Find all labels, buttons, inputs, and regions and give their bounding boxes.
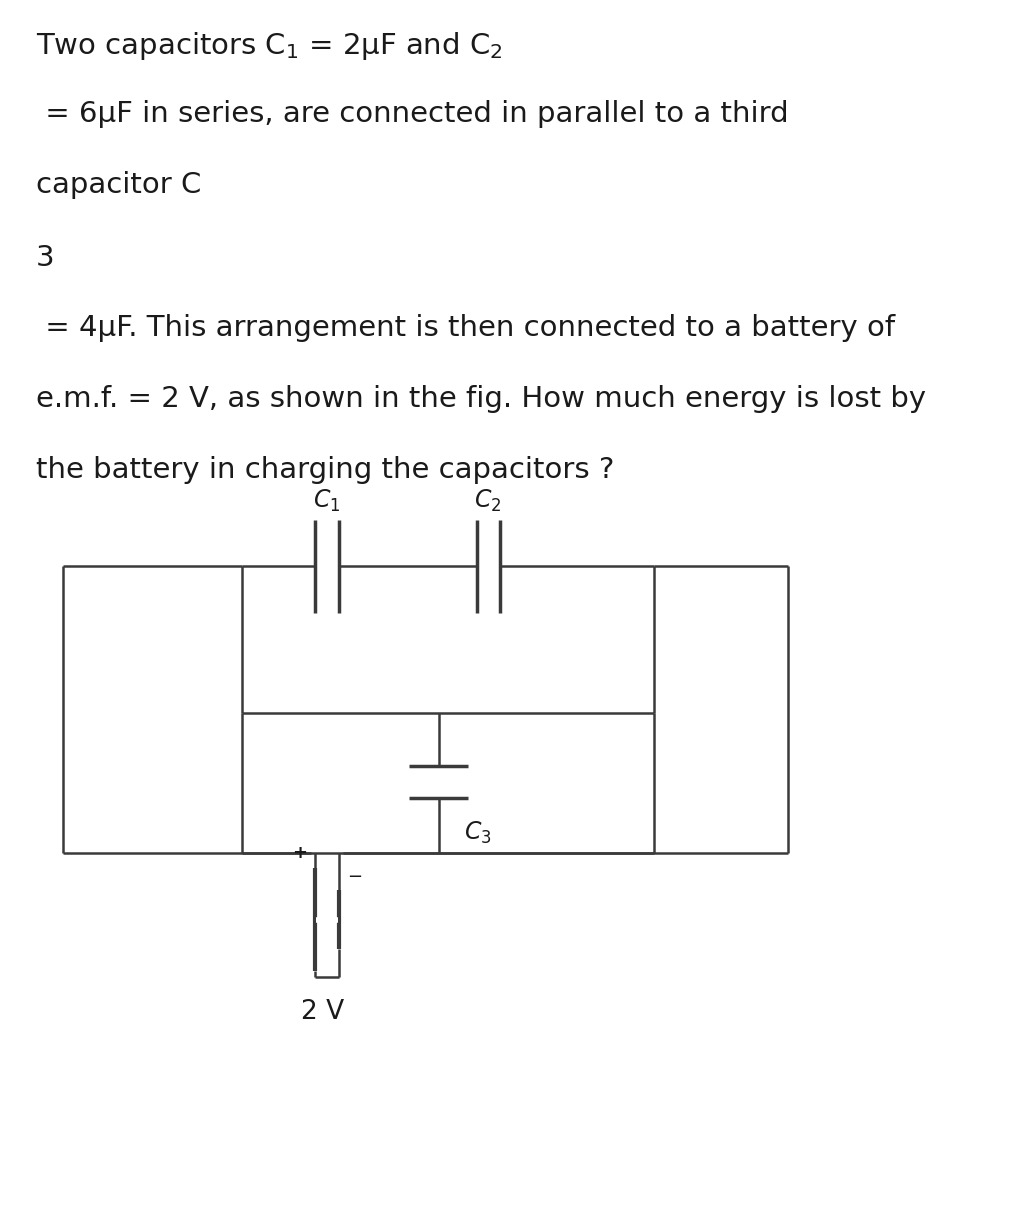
Text: Two capacitors C$_1$ = 2μF and C$_2$: Two capacitors C$_1$ = 2μF and C$_2$ (36, 30, 503, 62)
Text: $C_2$: $C_2$ (474, 487, 502, 514)
Text: +: + (292, 844, 306, 862)
Text: = 4μF. This arrangement is then connected to a battery of: = 4μF. This arrangement is then connecte… (36, 314, 895, 342)
Text: the battery in charging the capacitors ?: the battery in charging the capacitors ? (36, 456, 614, 484)
Text: 3: 3 (36, 244, 54, 272)
Text: e.m.f. = 2 V, as shown in the fig. How much energy is lost by: e.m.f. = 2 V, as shown in the fig. How m… (36, 385, 926, 413)
Text: 2 V: 2 V (301, 999, 344, 1024)
Text: $-$: $-$ (347, 866, 362, 884)
Text: = 6μF in series, are connected in parallel to a third: = 6μF in series, are connected in parall… (36, 100, 788, 128)
Text: $C_3$: $C_3$ (464, 820, 492, 847)
Text: $C_1$: $C_1$ (313, 487, 341, 514)
Text: capacitor C: capacitor C (36, 171, 201, 199)
